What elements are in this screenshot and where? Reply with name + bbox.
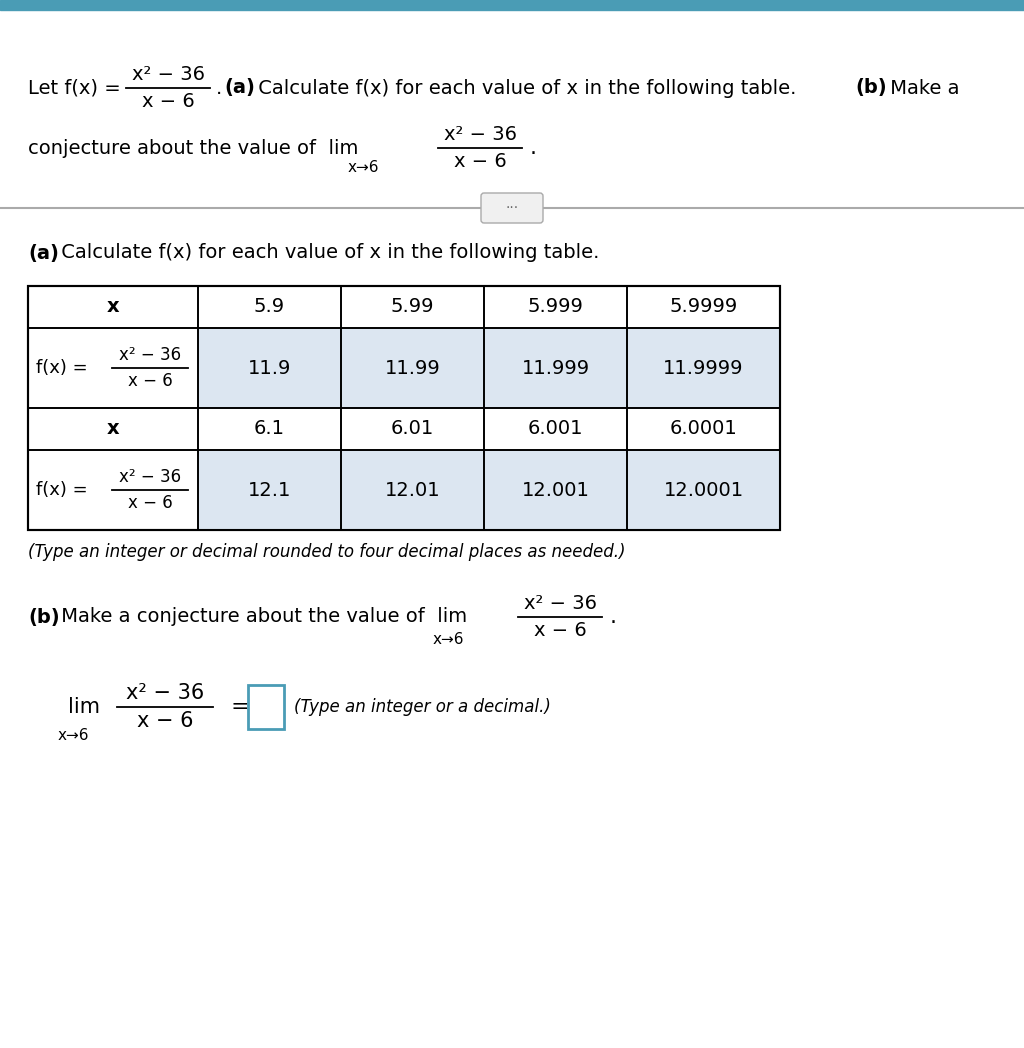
Text: x² − 36: x² − 36	[523, 594, 597, 613]
Text: 5.9999: 5.9999	[670, 298, 737, 316]
Text: 6.001: 6.001	[527, 419, 584, 438]
Text: .: .	[216, 79, 222, 97]
Text: x² − 36: x² − 36	[443, 125, 516, 144]
Bar	[341, 450, 484, 530]
Bar	[198, 450, 341, 530]
Text: x² − 36: x² − 36	[131, 65, 205, 84]
Text: x→6: x→6	[58, 727, 89, 742]
Text: 12.0001: 12.0001	[664, 480, 743, 500]
Text: x − 6: x − 6	[454, 152, 507, 171]
Text: x − 6: x − 6	[128, 494, 173, 512]
Text: x − 6: x − 6	[141, 92, 195, 111]
Text: x² − 36: x² − 36	[126, 683, 204, 703]
Text: x − 6: x − 6	[137, 711, 194, 732]
Bar	[627, 328, 780, 408]
Bar	[28, 286, 780, 530]
Text: (Type an integer or decimal rounded to four decimal places as needed.): (Type an integer or decimal rounded to f…	[28, 543, 626, 561]
Text: (Type an integer or a decimal.): (Type an integer or a decimal.)	[294, 698, 551, 716]
Text: 5.999: 5.999	[527, 298, 584, 316]
Text: 12.1: 12.1	[248, 480, 291, 500]
Text: (b): (b)	[855, 79, 887, 97]
Text: (a): (a)	[28, 243, 58, 262]
Bar	[28, 286, 780, 530]
Text: f(x) =: f(x) =	[36, 359, 88, 377]
Text: ···: ···	[506, 201, 518, 215]
Text: Make a: Make a	[884, 79, 959, 97]
Text: 6.1: 6.1	[254, 419, 285, 438]
Text: .: .	[530, 138, 537, 158]
Text: 5.9: 5.9	[254, 298, 285, 316]
Text: 11.99: 11.99	[385, 358, 440, 377]
Text: f(x) =: f(x) =	[36, 481, 88, 499]
Text: Calculate f(x) for each value of x in the following table.: Calculate f(x) for each value of x in th…	[55, 243, 599, 262]
Bar	[341, 328, 484, 408]
Bar	[248, 685, 284, 729]
Text: 11.9999: 11.9999	[664, 358, 743, 377]
Text: x: x	[106, 419, 120, 438]
Text: 5.99: 5.99	[391, 298, 434, 316]
Bar	[198, 328, 341, 408]
Text: 12.01: 12.01	[385, 480, 440, 500]
Text: x: x	[106, 298, 120, 316]
Text: x→6: x→6	[433, 632, 465, 647]
Text: 6.01: 6.01	[391, 419, 434, 438]
Text: x − 6: x − 6	[534, 621, 587, 640]
Bar	[484, 328, 627, 408]
Bar	[484, 450, 627, 530]
Text: conjecture about the value of  lim: conjecture about the value of lim	[28, 138, 358, 157]
Text: 11.999: 11.999	[521, 358, 590, 377]
Text: .: .	[610, 607, 617, 627]
Text: x→6: x→6	[348, 160, 380, 175]
Text: =: =	[224, 697, 250, 717]
Bar	[627, 450, 780, 530]
Text: Make a conjecture about the value of  lim: Make a conjecture about the value of lim	[55, 608, 467, 627]
Text: x − 6: x − 6	[128, 372, 173, 390]
Text: x² − 36: x² − 36	[120, 346, 181, 364]
Text: 11.9: 11.9	[248, 358, 291, 377]
Text: Let f(x) =: Let f(x) =	[28, 79, 127, 97]
Text: x² − 36: x² − 36	[120, 468, 181, 486]
FancyBboxPatch shape	[481, 193, 543, 223]
Text: 6.0001: 6.0001	[670, 419, 737, 438]
Text: Calculate f(x) for each value of x in the following table.: Calculate f(x) for each value of x in th…	[252, 79, 803, 97]
Text: 12.001: 12.001	[521, 480, 590, 500]
Text: lim: lim	[68, 697, 100, 717]
Bar	[0, 0, 1024, 10]
Text: (b): (b)	[28, 608, 59, 627]
Text: (a): (a)	[224, 79, 255, 97]
